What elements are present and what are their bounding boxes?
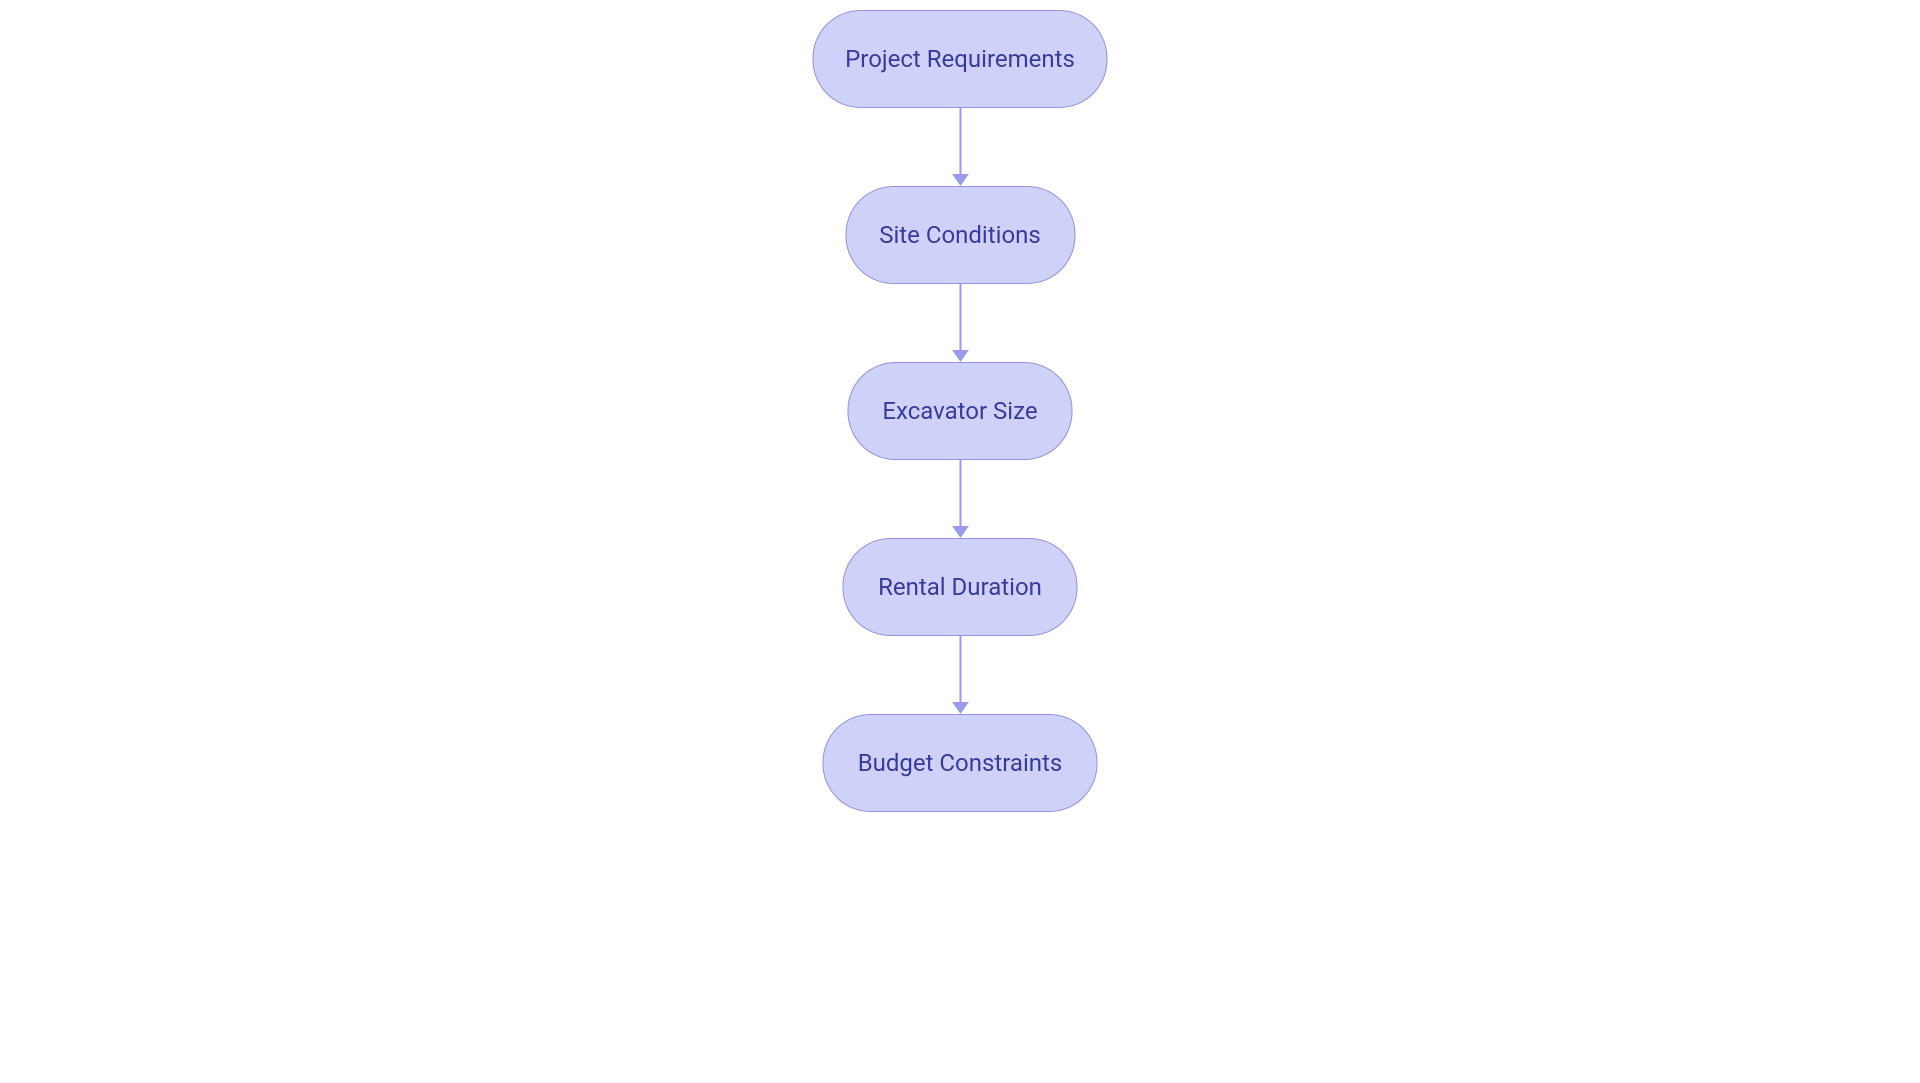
node-label: Budget Constraints <box>858 749 1063 777</box>
flowchart-node: Site Conditions <box>845 186 1075 284</box>
flowchart-node: Rental Duration <box>843 538 1078 636</box>
arrow-icon <box>948 460 972 538</box>
flowchart-node: Project Requirements <box>813 10 1108 108</box>
flowchart-arrow <box>948 284 972 362</box>
arrow-icon <box>948 284 972 362</box>
node-label: Rental Duration <box>878 573 1042 601</box>
flowchart: Project Requirements Site Conditions Excav… <box>813 10 1108 812</box>
flowchart-node: Excavator Size <box>848 362 1073 460</box>
arrow-icon <box>948 636 972 714</box>
flowchart-node: Budget Constraints <box>823 714 1098 812</box>
flowchart-arrow <box>948 636 972 714</box>
flowchart-arrow <box>948 460 972 538</box>
flowchart-arrow <box>948 108 972 186</box>
node-label: Excavator Size <box>882 397 1037 425</box>
arrow-icon <box>948 108 972 186</box>
node-label: Site Conditions <box>879 221 1041 249</box>
node-label: Project Requirements <box>845 45 1075 73</box>
